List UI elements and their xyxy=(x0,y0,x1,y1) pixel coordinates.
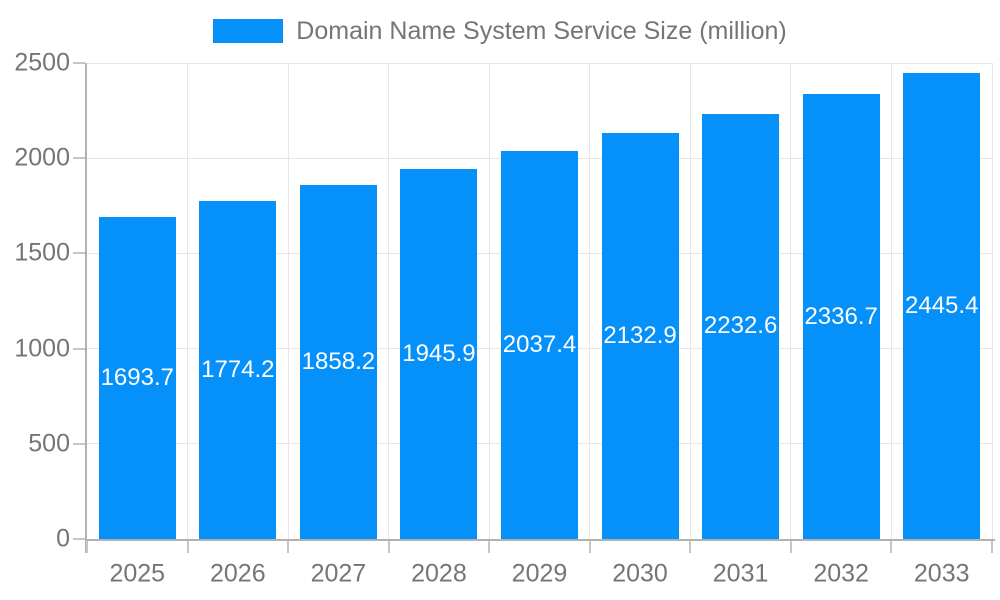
bar xyxy=(802,94,880,539)
x-gridline xyxy=(890,63,892,539)
x-gridline xyxy=(790,63,792,539)
bar xyxy=(903,73,981,539)
bar-value-label: 1774.2 xyxy=(201,356,275,384)
x-axis-line xyxy=(85,539,995,541)
x-gridline xyxy=(689,63,691,539)
x-tick-label: 2033 xyxy=(913,559,970,588)
y-tick-label: 1500 xyxy=(14,238,70,267)
x-tick-label: 2032 xyxy=(813,559,869,588)
y-tick-label: 2000 xyxy=(14,143,70,172)
x-gridline xyxy=(287,63,289,539)
y-tick xyxy=(73,347,85,350)
y-gridline xyxy=(87,62,992,64)
bar-value-label: 2132.9 xyxy=(603,321,677,349)
bar xyxy=(501,151,578,539)
bar-value-label: 2445.4 xyxy=(905,292,979,320)
y-tick-label: 0 xyxy=(56,524,70,553)
x-tick-label: 2025 xyxy=(109,559,166,588)
x-tick xyxy=(789,541,792,553)
x-tick xyxy=(86,541,88,553)
y-tick-label: 500 xyxy=(28,429,70,458)
y-tick xyxy=(73,538,85,540)
legend-swatch xyxy=(213,19,284,43)
x-tick xyxy=(488,541,491,553)
x-gridline xyxy=(991,63,993,539)
bar xyxy=(299,185,377,539)
bar xyxy=(199,201,277,539)
bar xyxy=(98,216,176,539)
x-gridline xyxy=(589,63,591,539)
bar-value-label: 2336.7 xyxy=(804,302,878,330)
x-tick-label: 2031 xyxy=(712,559,769,588)
x-tick xyxy=(186,541,189,553)
x-tick xyxy=(689,541,692,553)
y-tick-label: 2500 xyxy=(14,48,70,77)
legend-label: Domain Name System Service Size (million… xyxy=(296,17,787,45)
x-tick xyxy=(890,541,893,553)
x-tick-label: 2029 xyxy=(511,559,568,588)
x-gridline xyxy=(388,63,390,539)
y-tick xyxy=(73,252,85,255)
y-tick xyxy=(73,157,85,160)
bar-value-label: 2037.4 xyxy=(502,331,577,359)
x-gridline xyxy=(488,63,490,539)
x-tick xyxy=(991,541,993,553)
bar-value-label: 1858.2 xyxy=(301,348,376,376)
chart-legend: Domain Name System Service Size (million… xyxy=(0,17,1000,45)
x-tick xyxy=(387,541,390,553)
bar-value-label: 1693.7 xyxy=(100,363,174,391)
x-tick-label: 2028 xyxy=(411,559,467,588)
bar xyxy=(702,113,780,539)
y-tick xyxy=(73,62,85,64)
bar-value-label: 1945.9 xyxy=(402,339,476,367)
y-tick xyxy=(73,442,85,445)
x-tick xyxy=(588,541,591,553)
x-tick-label: 2026 xyxy=(210,559,266,588)
x-tick-label: 2027 xyxy=(310,559,367,588)
x-tick-label: 2030 xyxy=(612,559,668,588)
bar xyxy=(400,168,478,539)
y-axis-line xyxy=(85,63,87,553)
bar xyxy=(601,132,679,539)
bar-value-label: 2232.6 xyxy=(703,312,778,340)
y-tick-label: 1000 xyxy=(14,334,70,363)
x-gridline xyxy=(187,63,189,539)
x-tick xyxy=(287,541,290,553)
